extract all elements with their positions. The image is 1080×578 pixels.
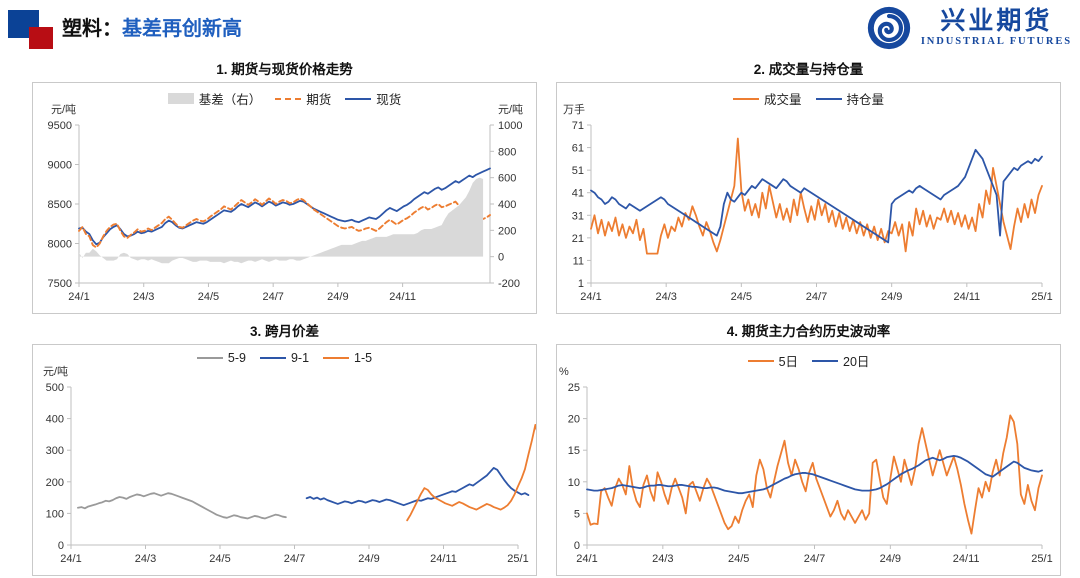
svg-text:600: 600 xyxy=(498,173,516,185)
svg-text:25/1: 25/1 xyxy=(1031,291,1052,303)
svg-text:24/1: 24/1 xyxy=(580,291,601,303)
svg-text:24/3: 24/3 xyxy=(133,291,154,303)
brand-name-cn: 兴业期货 xyxy=(940,6,1053,35)
svg-text:24/7: 24/7 xyxy=(804,553,825,565)
svg-text:8000: 8000 xyxy=(48,239,72,251)
svg-text:51: 51 xyxy=(572,165,584,177)
svg-text:300: 300 xyxy=(46,445,64,457)
svg-text:24/9: 24/9 xyxy=(880,553,901,565)
svg-text:20: 20 xyxy=(568,414,580,426)
chart4-plot: 5日 20日 % 0 5 10 15 20 25 24/1 24/3 24/5 24/7 24/9 24… xyxy=(556,344,1061,576)
svg-text:10: 10 xyxy=(568,477,580,489)
svg-text:24/1: 24/1 xyxy=(576,553,597,565)
svg-text:21: 21 xyxy=(572,233,584,245)
chart2-title: 2. 成交量与持仓量 xyxy=(753,62,864,77)
company-brand: 兴业期货 INDUSTRIAL FUTURES xyxy=(866,4,1072,52)
svg-text:8500: 8500 xyxy=(48,199,72,211)
brand-name-en: INDUSTRIAL FUTURES xyxy=(920,35,1072,47)
svg-text:9000: 9000 xyxy=(48,160,72,172)
svg-text:24/11: 24/11 xyxy=(953,553,980,565)
svg-text:1000: 1000 xyxy=(498,120,522,132)
svg-text:24/7: 24/7 xyxy=(262,291,283,303)
chart4-canvas: % 0 5 10 15 20 25 24/1 24/3 24/5 24/7 24/9 24/11 25/1 xyxy=(559,366,1053,565)
svg-text:400: 400 xyxy=(498,199,516,211)
page-header: 塑料：基差再创新高 兴业期货 INDUSTRIAL FUTURES xyxy=(0,0,1080,56)
svg-text:200: 200 xyxy=(46,477,64,489)
svg-text:61: 61 xyxy=(572,143,584,155)
chart1-title: 1. 期货与现货价格走势 xyxy=(216,62,353,77)
chart4-title: 4. 期货主力合约历史波动率 xyxy=(726,324,891,339)
chart1-canvas: 元/吨 元/吨 7500 8000 8500 9000 9500 -200 0 200 400 600… xyxy=(48,103,524,303)
svg-text:7500: 7500 xyxy=(48,278,72,290)
svg-text:15: 15 xyxy=(568,445,580,457)
svg-text:0: 0 xyxy=(498,252,504,264)
svg-text:24/9: 24/9 xyxy=(327,291,348,303)
svg-text:800: 800 xyxy=(498,146,516,158)
svg-text:1: 1 xyxy=(578,278,584,290)
svg-text:24/5: 24/5 xyxy=(209,553,230,565)
svg-text:31: 31 xyxy=(572,210,584,222)
svg-text:%: % xyxy=(559,366,569,378)
svg-text:24/11: 24/11 xyxy=(430,553,457,565)
svg-text:41: 41 xyxy=(572,188,584,200)
svg-text:24/9: 24/9 xyxy=(358,553,379,565)
page-title-main: 基差再创新高 xyxy=(122,18,242,40)
svg-text:24/5: 24/5 xyxy=(731,291,752,303)
svg-text:24/5: 24/5 xyxy=(198,291,219,303)
panel-chart1: 1. 期货与现货价格走势 基差（右） 期货 现货 元/吨 元/吨 7500 8000 8… xyxy=(32,58,537,314)
spiral-logo-icon xyxy=(867,6,910,50)
svg-text:万手: 万手 xyxy=(563,102,585,116)
svg-text:24/7: 24/7 xyxy=(806,291,827,303)
svg-text:24/9: 24/9 xyxy=(881,291,902,303)
svg-text:11: 11 xyxy=(573,255,584,267)
svg-text:5: 5 xyxy=(574,508,580,520)
svg-text:元/吨: 元/吨 xyxy=(51,103,76,116)
chart1-plot: 基差（右） 期货 现货 元/吨 元/吨 7500 8000 8500 9000 9500 -2… xyxy=(32,82,537,314)
svg-text:24/7: 24/7 xyxy=(284,553,305,565)
svg-text:25/1: 25/1 xyxy=(1031,553,1052,565)
logo-square-red xyxy=(29,27,53,49)
panel-chart2: 2. 成交量与持仓量 成交量 持仓量 万手 1 11 21 31 41 51 61 71 24/1… xyxy=(556,58,1061,314)
svg-text:100: 100 xyxy=(46,508,64,520)
svg-text:0: 0 xyxy=(574,540,580,552)
svg-text:24/11: 24/11 xyxy=(389,291,416,303)
svg-text:24/3: 24/3 xyxy=(655,291,676,303)
svg-text:500: 500 xyxy=(46,382,64,394)
svg-text:元/吨: 元/吨 xyxy=(498,103,523,116)
svg-text:元/吨: 元/吨 xyxy=(43,365,68,378)
svg-text:71: 71 xyxy=(572,120,584,132)
svg-text:24/11: 24/11 xyxy=(953,291,980,303)
panel-chart3: 3. 跨月价差 5-9 9-1 1-5 元/吨 0 100 200 300 400 500 2… xyxy=(32,320,537,576)
chart2-plot: 成交量 持仓量 万手 1 11 21 31 41 51 61 71 24/1 24/3 24/5 24/… xyxy=(556,82,1061,314)
svg-text:24/5: 24/5 xyxy=(728,553,749,565)
svg-text:-200: -200 xyxy=(498,278,520,290)
chart3-plot: 5-9 9-1 1-5 元/吨 0 100 200 300 400 500 24/1 24/3 2… xyxy=(32,344,537,576)
page-title-prefix: 塑料： xyxy=(62,18,122,40)
svg-text:24/1: 24/1 xyxy=(68,291,89,303)
panel-chart4: 4. 期货主力合约历史波动率 5日 20日 % 0 5 10 15 20 25 24/1 24/… xyxy=(556,320,1061,576)
svg-text:9500: 9500 xyxy=(48,120,72,132)
chart3-title: 3. 跨月价差 xyxy=(249,324,319,339)
page-title: 塑料：基差再创新高 xyxy=(62,12,242,41)
svg-text:25/1: 25/1 xyxy=(507,553,528,565)
svg-text:24/1: 24/1 xyxy=(60,553,81,565)
svg-text:200: 200 xyxy=(498,225,516,237)
brand-logo-squares xyxy=(8,10,54,50)
svg-text:25: 25 xyxy=(568,382,580,394)
svg-text:24/3: 24/3 xyxy=(652,553,673,565)
svg-text:24/3: 24/3 xyxy=(135,553,156,565)
svg-text:400: 400 xyxy=(46,414,64,426)
svg-text:0: 0 xyxy=(58,540,64,552)
chart3-canvas: 元/吨 0 100 200 300 400 500 24/1 24/3 24/5 24/7 24/9 2… xyxy=(43,365,536,565)
